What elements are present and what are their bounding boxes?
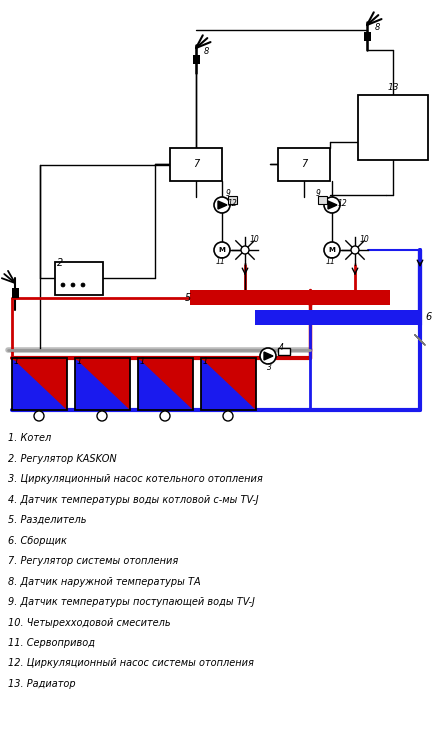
Bar <box>201 358 256 410</box>
Text: 13: 13 <box>387 83 399 92</box>
Polygon shape <box>328 201 337 209</box>
Text: 3: 3 <box>267 364 271 373</box>
Bar <box>318 196 327 204</box>
Text: 5: 5 <box>185 293 191 303</box>
Text: 10: 10 <box>250 235 260 244</box>
Text: 7: 7 <box>301 159 307 169</box>
Circle shape <box>34 411 44 421</box>
Text: 2. Регулятор KASKON: 2. Регулятор KASKON <box>8 453 117 463</box>
Polygon shape <box>264 352 273 360</box>
Text: 11. Сервопривод: 11. Сервопривод <box>8 638 95 648</box>
Polygon shape <box>138 358 193 410</box>
Text: 10. Четырехходовой смеситель: 10. Четырехходовой смеситель <box>8 618 170 627</box>
Bar <box>201 358 256 410</box>
Text: 4. Датчик температуры воды котловой с-мы TV-J: 4. Датчик температуры воды котловой с-мы… <box>8 494 259 505</box>
Circle shape <box>324 242 340 258</box>
Text: 4: 4 <box>279 343 284 353</box>
Circle shape <box>71 283 75 287</box>
Bar <box>12 358 67 410</box>
Text: 9. Датчик температуры поступающей воды TV-J: 9. Датчик температуры поступающей воды T… <box>8 597 255 607</box>
Text: 12. Циркуляционный насос системы отопления: 12. Циркуляционный насос системы отоплен… <box>8 658 254 669</box>
Bar <box>364 32 371 41</box>
Circle shape <box>214 197 230 213</box>
Text: 1. Котел: 1. Котел <box>8 433 51 443</box>
Text: 1: 1 <box>140 356 146 365</box>
Bar <box>228 196 237 204</box>
Bar <box>138 358 193 410</box>
Bar <box>12 358 67 410</box>
Bar <box>75 358 130 410</box>
Circle shape <box>61 283 65 287</box>
Bar <box>358 95 428 160</box>
Circle shape <box>324 197 340 213</box>
Polygon shape <box>201 358 256 410</box>
Text: 7: 7 <box>193 159 199 169</box>
Circle shape <box>241 246 249 254</box>
Circle shape <box>214 242 230 258</box>
Bar <box>190 290 390 305</box>
Text: 9: 9 <box>226 188 231 198</box>
Bar <box>138 358 193 410</box>
Text: 6. Сборщик: 6. Сборщик <box>8 536 67 545</box>
Bar <box>193 55 200 64</box>
Text: 13. Радиатор: 13. Радиатор <box>8 679 76 689</box>
Bar <box>55 262 103 295</box>
Text: 1: 1 <box>14 356 20 365</box>
Text: 1: 1 <box>203 356 208 365</box>
Text: 12: 12 <box>228 199 238 207</box>
Text: 7. Регулятор системы отопления: 7. Регулятор системы отопления <box>8 556 178 566</box>
Text: 10: 10 <box>360 235 370 244</box>
Polygon shape <box>12 358 67 410</box>
Bar <box>12 288 19 298</box>
Circle shape <box>160 411 170 421</box>
Text: 6: 6 <box>425 312 431 322</box>
Bar <box>170 148 222 181</box>
Text: 2: 2 <box>57 258 63 268</box>
Circle shape <box>351 246 359 254</box>
Text: M: M <box>328 247 336 253</box>
Text: 9: 9 <box>316 188 321 198</box>
Bar <box>278 348 290 355</box>
Circle shape <box>260 348 276 364</box>
Text: 8: 8 <box>204 47 210 57</box>
Text: 12: 12 <box>338 199 348 207</box>
Text: 8: 8 <box>375 24 380 32</box>
Text: 3. Циркуляционный насос котельного отопления: 3. Циркуляционный насос котельного отопл… <box>8 474 263 484</box>
Circle shape <box>223 411 233 421</box>
Polygon shape <box>75 358 130 410</box>
Circle shape <box>97 411 107 421</box>
Text: 5. Разделитель: 5. Разделитель <box>8 515 86 525</box>
Bar <box>75 358 130 410</box>
Text: M: M <box>218 247 226 253</box>
Circle shape <box>81 283 85 287</box>
Text: 1: 1 <box>77 356 82 365</box>
Bar <box>255 310 420 325</box>
Polygon shape <box>218 201 227 209</box>
Text: 11: 11 <box>325 258 335 266</box>
Bar <box>278 148 330 181</box>
Text: 11: 11 <box>215 258 225 266</box>
Text: 8. Датчик наружной температуры ТА: 8. Датчик наружной температуры ТА <box>8 576 201 587</box>
